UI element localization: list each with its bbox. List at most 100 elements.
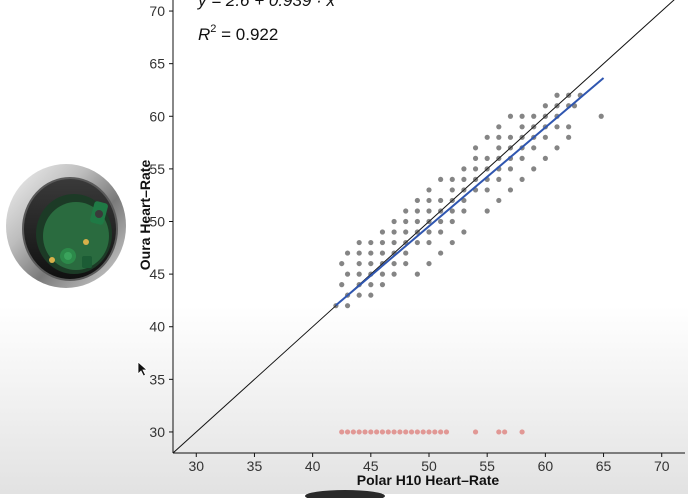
data-point <box>374 429 380 435</box>
data-point <box>496 155 502 161</box>
data-point <box>420 429 426 435</box>
data-point <box>461 208 467 214</box>
data-point <box>461 176 467 183</box>
data-point <box>356 292 362 298</box>
x-tick-label: 60 <box>538 458 554 474</box>
data-point <box>519 124 525 130</box>
data-point <box>502 429 508 435</box>
data-point <box>414 239 420 246</box>
y-tick-label: 70 <box>149 3 165 19</box>
bottom-edge-object <box>305 490 385 498</box>
data-point <box>519 113 525 119</box>
data-point <box>408 429 415 435</box>
data-point <box>350 429 356 435</box>
y-axis-label: Oura Heart–Rate <box>137 160 153 271</box>
data-point <box>449 176 455 183</box>
data-point <box>438 229 444 235</box>
data-point <box>344 271 351 277</box>
data-point <box>507 113 514 119</box>
data-point <box>391 260 397 267</box>
data-point <box>344 429 351 435</box>
data-point <box>344 250 351 256</box>
data-point <box>414 271 420 277</box>
data-point <box>566 124 572 130</box>
data-point <box>519 134 525 140</box>
data-point <box>554 145 560 151</box>
data-point <box>379 239 386 246</box>
data-point <box>414 429 420 435</box>
data-point <box>438 208 444 214</box>
data-point <box>368 250 374 256</box>
x-tick-label: 65 <box>596 458 612 474</box>
data-point <box>554 103 560 109</box>
data-point <box>356 250 362 256</box>
data-point <box>403 208 409 214</box>
data-point <box>362 429 368 435</box>
data-point <box>368 429 374 435</box>
data-point <box>438 218 444 225</box>
x-tick-label: 55 <box>479 458 495 474</box>
data-point <box>496 145 502 151</box>
x-tick-label: 30 <box>188 458 204 474</box>
data-point <box>598 113 604 119</box>
data-point <box>391 271 397 277</box>
data-point <box>368 239 374 246</box>
data-point <box>403 260 409 267</box>
y-tick-label: 60 <box>149 108 165 124</box>
data-point <box>566 92 572 98</box>
data-point <box>426 208 432 214</box>
data-point <box>438 197 444 204</box>
data-point <box>484 166 490 172</box>
chart-marks: 30 35 40 45 50 55 60 65 70 30 35 40 45 50 55 60 65 70 <box>149 0 685 474</box>
data-point <box>542 113 548 119</box>
x-tick-label: 70 <box>654 458 670 474</box>
data-point <box>507 166 514 172</box>
data-point <box>339 282 345 288</box>
data-point <box>426 239 432 246</box>
data-point <box>426 429 432 435</box>
data-point <box>368 260 374 267</box>
data-point <box>472 145 479 151</box>
data-point <box>531 124 537 130</box>
y-tick-label: 55 <box>149 161 165 177</box>
data-point <box>391 429 397 435</box>
data-point <box>484 134 490 140</box>
data-point <box>414 208 420 214</box>
data-point <box>484 155 490 161</box>
data-point <box>414 229 420 235</box>
data-point <box>531 166 537 172</box>
data-point <box>403 229 409 235</box>
equation-annotation: y = 2.6 + 0.939 · x R2 = 0.922 <box>197 0 336 44</box>
data-point <box>449 187 455 193</box>
data-point <box>379 250 386 256</box>
data-point <box>496 124 502 130</box>
data-point <box>496 134 502 140</box>
data-point <box>531 113 537 119</box>
data-point <box>438 429 444 435</box>
data-point <box>461 197 467 204</box>
data-point <box>344 303 351 309</box>
mouse-pointer-icon <box>137 361 149 377</box>
data-point <box>554 92 560 98</box>
data-point <box>507 187 514 193</box>
r-squared-annotation: R2 = 0.922 <box>198 23 278 44</box>
data-point <box>356 429 362 435</box>
r2-superscript: 2 <box>210 23 216 35</box>
data-point <box>414 197 420 204</box>
data-point <box>356 260 362 267</box>
data-point <box>472 176 479 183</box>
x-tick-label: 40 <box>305 458 321 474</box>
x-tick-label: 35 <box>247 458 263 474</box>
data-point <box>443 429 450 435</box>
x-tick-label: 50 <box>421 458 437 474</box>
data-point <box>368 282 374 288</box>
data-point <box>449 197 455 204</box>
data-point <box>391 218 397 225</box>
x-axis-label: Polar H10 Heart–Rate <box>357 472 500 488</box>
data-point <box>542 103 548 109</box>
data-point <box>438 250 444 256</box>
data-point <box>507 145 514 151</box>
regression-line <box>335 77 605 307</box>
data-point <box>385 429 391 435</box>
